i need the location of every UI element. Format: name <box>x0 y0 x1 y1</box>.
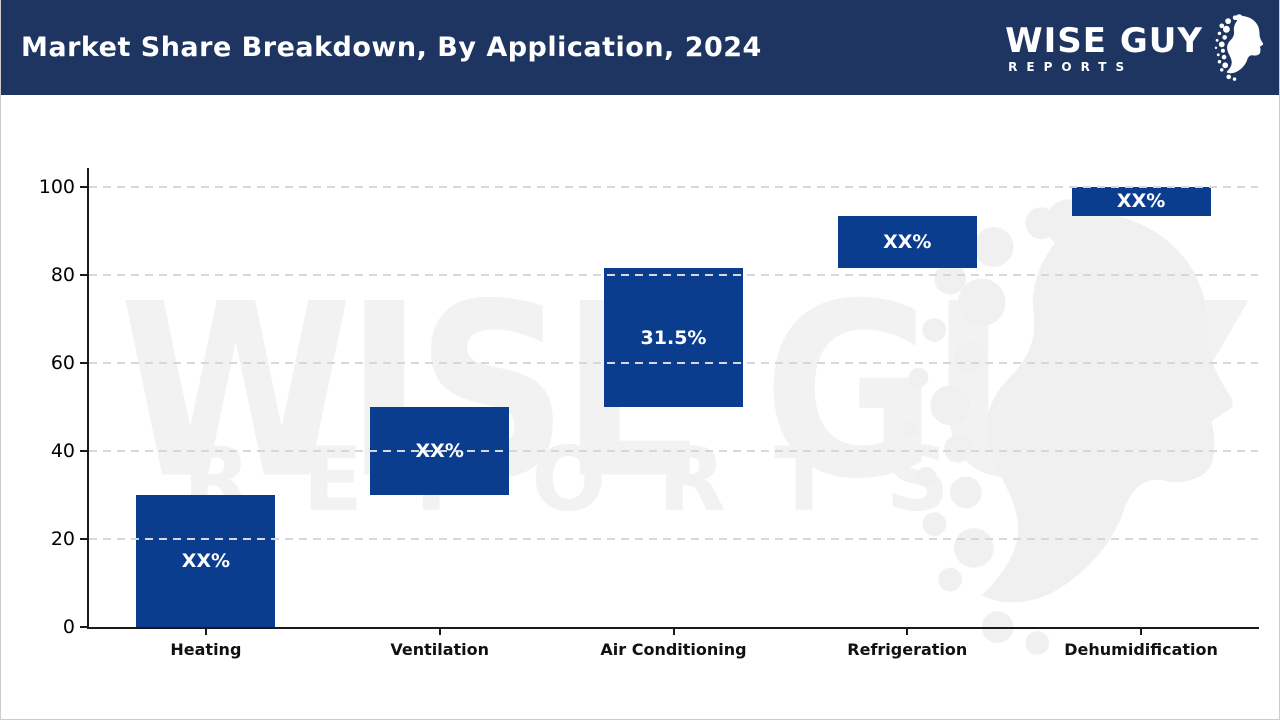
brand-wordmark-line1: WISE GUY <box>1005 21 1203 62</box>
bar-label-dehumidification: XX% <box>1116 190 1166 213</box>
y-tick-label-80: 80 <box>50 264 75 286</box>
bar-refrigeration: XX% <box>837 215 977 269</box>
x-tick-label-heating: Heating <box>170 640 242 659</box>
bar-air-conditioning: 31.5% <box>604 268 743 407</box>
brand-wordmark-line2: REPORTS <box>1008 59 1134 74</box>
y-axis-spine <box>87 168 89 629</box>
y-tick-label-0: 0 <box>62 616 75 638</box>
brand-logo: WISE GUY REPORTS <box>1005 10 1267 88</box>
header: Market Share Breakdown, By Application, … <box>1 0 1279 95</box>
gridline-20 <box>89 538 1258 540</box>
gridline-40 <box>89 450 1258 452</box>
bar-label-refrigeration: XX% <box>883 231 932 253</box>
x-tick-mark-air-conditioning <box>672 629 675 635</box>
y-tick-label-60: 60 <box>50 352 75 374</box>
gridline-60 <box>89 362 1258 364</box>
x-axis-spine <box>87 627 1259 629</box>
x-tick-mark-refrigeration <box>906 629 909 635</box>
x-tick-label-dehumidification: Dehumidification <box>1064 640 1218 659</box>
bar-label-air-conditioning: 31.5% <box>640 326 707 349</box>
y-tick-mark-20 <box>80 538 87 540</box>
x-tick-mark-dehumidification <box>1140 629 1143 635</box>
plot-area: XX% XX% 31.5% XX% XX% <box>89 168 1258 627</box>
gridline-80 <box>89 274 1258 276</box>
x-tick-label-air-conditioning: Air Conditioning <box>600 640 747 659</box>
brand-face-icon <box>1214 14 1264 81</box>
y-tick-mark-80 <box>80 274 87 276</box>
bar-dehumidification: XX% <box>1071 187 1211 216</box>
x-tick-label-ventilation: Ventilation <box>390 640 490 659</box>
gridline-100 <box>89 186 1258 188</box>
y-tick-mark-0 <box>80 626 87 628</box>
bar-heating: XX% <box>136 495 276 627</box>
y-tick-label-20: 20 <box>50 528 75 550</box>
brand-wordmark: WISE GUY REPORTS <box>1005 21 1203 74</box>
y-tick-mark-40 <box>80 450 87 452</box>
x-tick-label-refrigeration: Refrigeration <box>847 640 968 659</box>
y-tick-label-100: 100 <box>38 176 75 198</box>
y-tick-mark-100 <box>80 186 87 188</box>
bar-label-heating: XX% <box>181 550 231 572</box>
y-tick-mark-60 <box>80 362 87 364</box>
x-tick-mark-heating <box>204 629 207 635</box>
y-tick-label-40: 40 <box>50 440 75 462</box>
x-tick-mark-ventilation <box>438 629 441 635</box>
page-title: Market Share Breakdown, By Application, … <box>21 32 762 63</box>
